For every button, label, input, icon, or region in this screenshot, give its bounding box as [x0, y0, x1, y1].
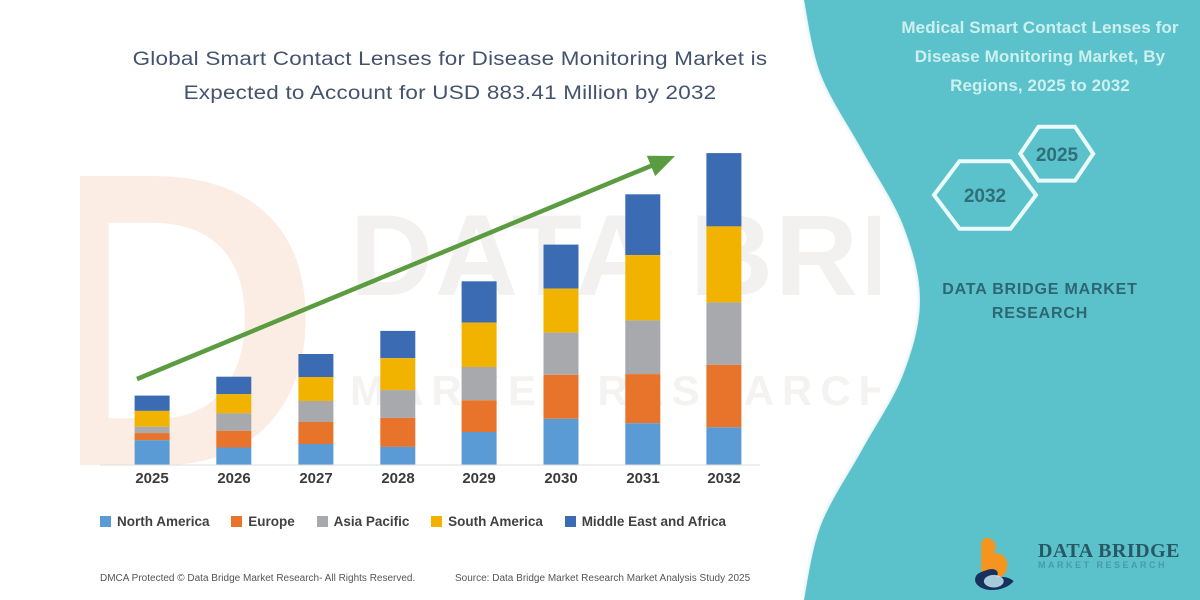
- svg-text:2026: 2026: [217, 470, 250, 487]
- svg-text:MARKET RESEARCH: MARKET RESEARCH: [1038, 560, 1167, 570]
- svg-text:2027: 2027: [299, 470, 332, 487]
- svg-text:2025: 2025: [1036, 145, 1079, 166]
- svg-text:2031: 2031: [626, 470, 659, 487]
- svg-text:2029: 2029: [462, 470, 495, 487]
- svg-text:MARKET RESEARCH: MARKET RESEARCH: [350, 367, 880, 414]
- svg-text:D: D: [80, 130, 323, 530]
- svg-text:DATA BRIDGE: DATA BRIDGE: [1038, 540, 1180, 562]
- svg-text:2032: 2032: [964, 186, 1006, 207]
- svg-text:2030: 2030: [544, 470, 577, 487]
- svg-text:2032: 2032: [707, 470, 740, 487]
- svg-text:2028: 2028: [381, 470, 414, 487]
- svg-text:2025: 2025: [135, 470, 168, 487]
